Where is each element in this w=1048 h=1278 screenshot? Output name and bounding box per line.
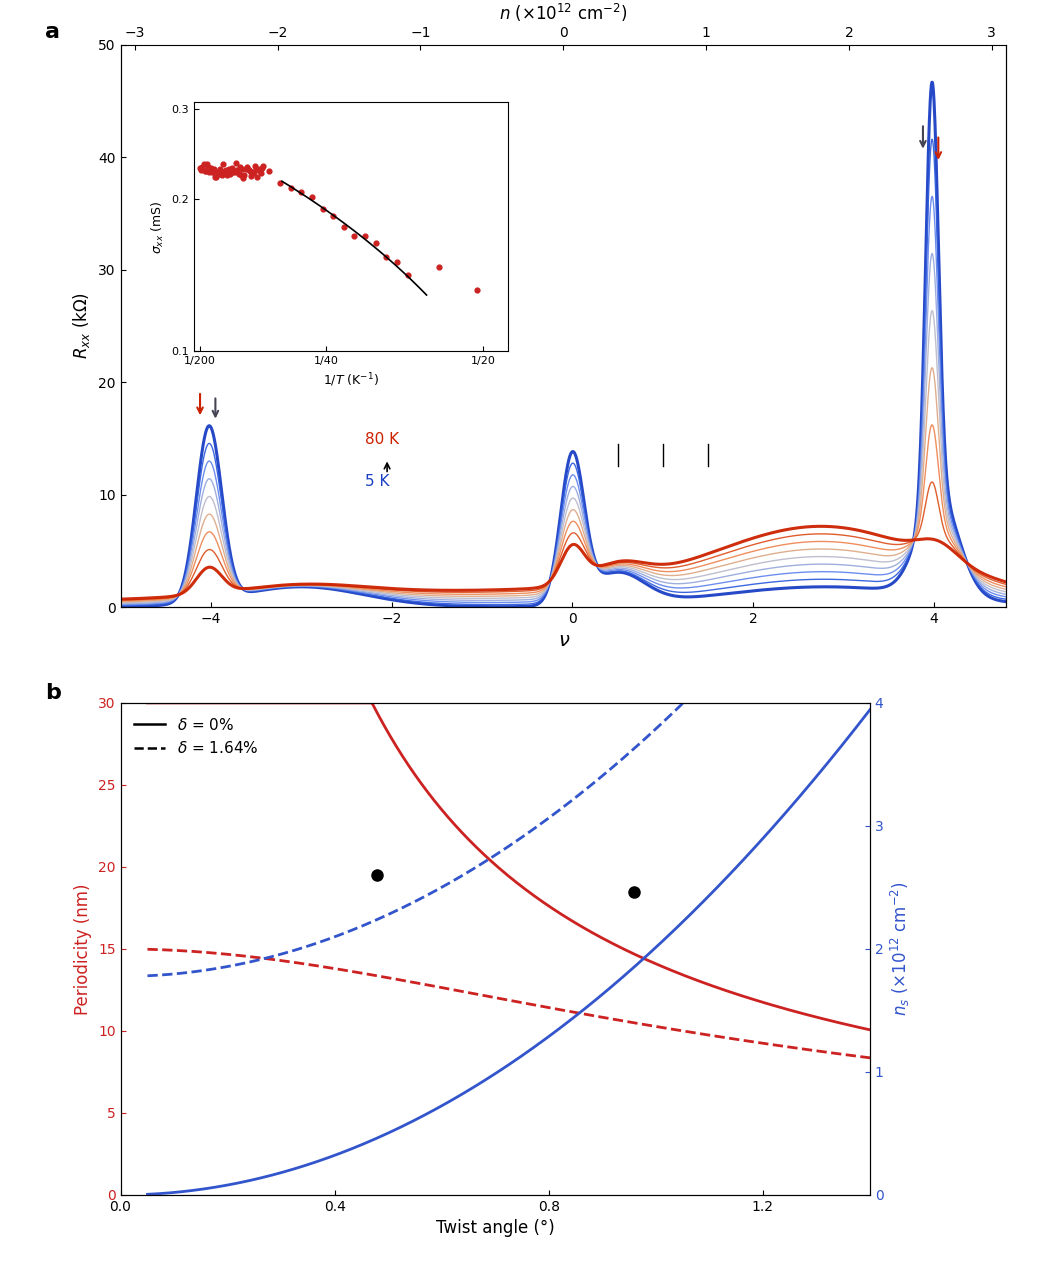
Point xyxy=(368,233,385,253)
Point xyxy=(468,280,485,300)
Text: 80 K: 80 K xyxy=(365,432,398,447)
Point xyxy=(252,161,268,181)
Point xyxy=(248,166,265,187)
Point xyxy=(209,166,225,187)
Point xyxy=(233,165,249,185)
Y-axis label: $n_s$ (×10$^{12}$ cm$^{-2}$): $n_s$ (×10$^{12}$ cm$^{-2}$) xyxy=(889,882,912,1016)
Point xyxy=(201,161,218,181)
Point xyxy=(254,157,270,178)
Point xyxy=(261,161,278,181)
Point xyxy=(203,161,220,181)
Point xyxy=(244,162,261,183)
Point xyxy=(223,158,240,179)
Point xyxy=(222,164,239,184)
Point xyxy=(226,162,243,183)
X-axis label: Twist angle (°): Twist angle (°) xyxy=(436,1219,554,1237)
Point xyxy=(245,161,262,181)
Point xyxy=(193,160,210,180)
Point xyxy=(240,158,257,179)
Point xyxy=(253,162,269,183)
Y-axis label: $\sigma_{xx}$ (mS): $\sigma_{xx}$ (mS) xyxy=(150,201,166,253)
Point xyxy=(211,164,227,184)
Point xyxy=(192,157,209,178)
Point xyxy=(378,247,395,267)
Point xyxy=(199,153,216,174)
Point xyxy=(195,153,212,174)
Point xyxy=(213,164,230,184)
Point xyxy=(217,160,234,180)
Point xyxy=(219,165,236,185)
Point xyxy=(314,199,331,220)
Text: a: a xyxy=(45,22,60,42)
Point xyxy=(335,217,352,238)
Point xyxy=(205,158,222,179)
Point xyxy=(215,155,232,175)
Point xyxy=(220,162,237,183)
Point xyxy=(292,183,309,203)
Y-axis label: $R_{xx}$ (kΩ): $R_{xx}$ (kΩ) xyxy=(71,293,92,359)
Point xyxy=(204,161,221,181)
Point xyxy=(225,161,242,181)
Text: 5 K: 5 K xyxy=(365,474,389,488)
Point xyxy=(231,164,247,184)
Text: b: b xyxy=(46,684,62,703)
Point xyxy=(196,161,213,181)
X-axis label: ν: ν xyxy=(558,631,569,651)
Point xyxy=(236,165,253,185)
X-axis label: $n$ (×10$^{12}$ cm$^{-2}$): $n$ (×10$^{12}$ cm$^{-2}$) xyxy=(499,3,628,24)
Point xyxy=(200,157,217,178)
Point xyxy=(210,162,226,183)
Point xyxy=(238,157,255,178)
Point xyxy=(243,165,260,185)
Legend: $\delta$ = 0%, $\delta$ = 1.64%: $\delta$ = 0%, $\delta$ = 1.64% xyxy=(128,711,265,763)
Point xyxy=(346,225,363,245)
Point xyxy=(389,252,406,272)
Point xyxy=(237,158,254,179)
Point xyxy=(399,265,416,285)
Point xyxy=(234,158,250,179)
X-axis label: 1/$T$ (K$^{-1}$): 1/$T$ (K$^{-1}$) xyxy=(323,372,379,390)
Point xyxy=(194,157,211,178)
Point xyxy=(325,206,342,226)
Point xyxy=(271,173,288,193)
Point xyxy=(250,158,267,179)
Point xyxy=(214,165,231,185)
Point xyxy=(206,167,223,188)
Point xyxy=(242,161,259,181)
Point xyxy=(230,160,246,180)
Point xyxy=(431,257,447,277)
Point xyxy=(356,226,373,247)
Point xyxy=(232,156,248,176)
Point xyxy=(247,158,264,179)
Point xyxy=(304,187,321,207)
Point xyxy=(216,161,233,181)
Point xyxy=(282,178,299,198)
Point xyxy=(198,161,215,181)
Point xyxy=(202,157,219,178)
Y-axis label: Periodicity (nm): Periodicity (nm) xyxy=(74,883,92,1015)
Point xyxy=(224,162,241,183)
Point xyxy=(241,160,258,180)
Point xyxy=(212,158,228,179)
Point xyxy=(221,160,238,180)
Point xyxy=(235,167,252,188)
Point xyxy=(255,156,271,176)
Point xyxy=(246,156,263,176)
Point xyxy=(227,152,244,173)
